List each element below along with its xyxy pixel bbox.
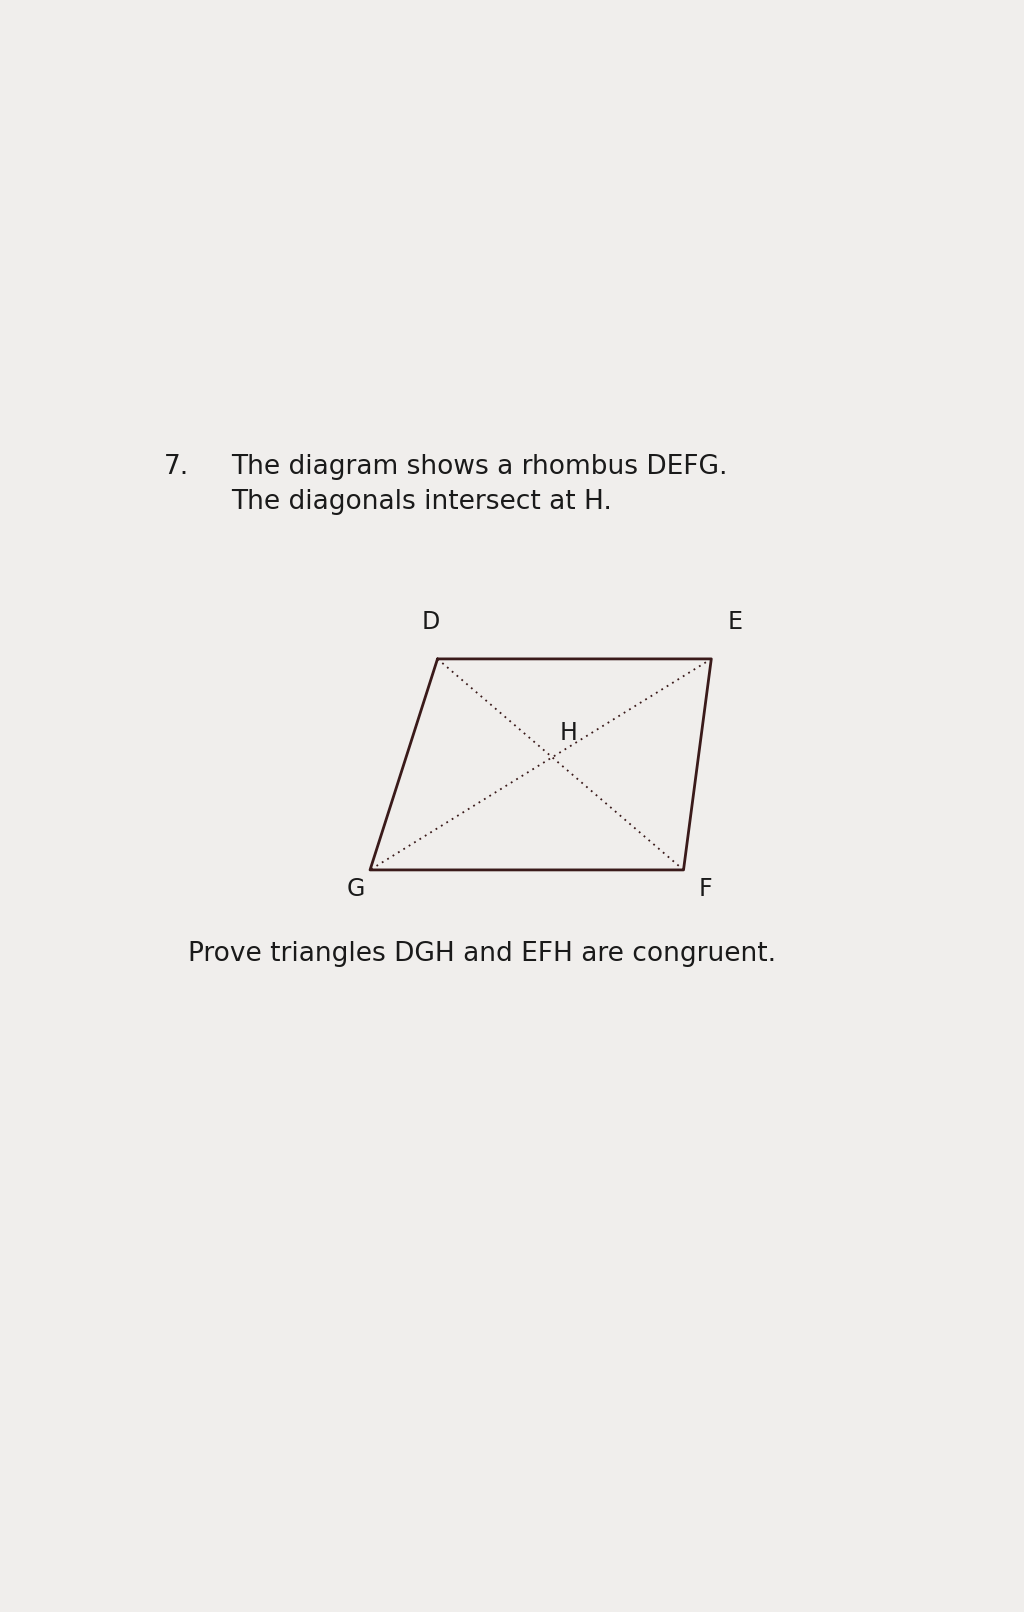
Text: E: E xyxy=(728,609,742,634)
Text: G: G xyxy=(346,877,365,901)
Text: The diagonals intersect at H.: The diagonals intersect at H. xyxy=(231,488,612,514)
Text: 7.: 7. xyxy=(164,455,189,480)
Text: The diagram shows a rhombus DEFG.: The diagram shows a rhombus DEFG. xyxy=(231,455,728,480)
Text: F: F xyxy=(699,877,713,901)
Text: H: H xyxy=(559,722,578,745)
Text: Prove triangles DGH and EFH are congruent.: Prove triangles DGH and EFH are congruen… xyxy=(187,941,775,967)
Text: D: D xyxy=(422,609,440,634)
